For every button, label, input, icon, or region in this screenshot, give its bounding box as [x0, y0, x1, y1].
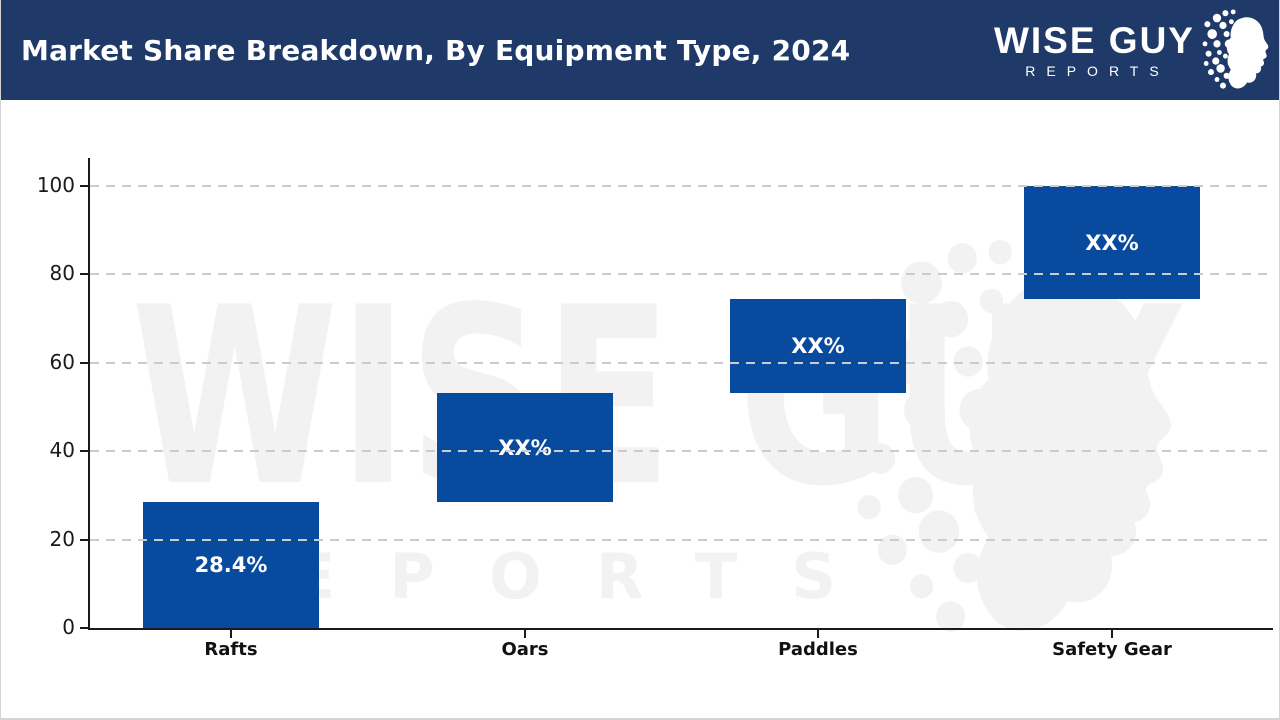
header-bar: Market Share Breakdown, By Equipment Typ… — [1, 0, 1279, 100]
y-tick-label-60: 60 — [49, 349, 75, 374]
x-category-label: Paddles — [778, 639, 858, 660]
y-tick-60 — [80, 361, 88, 364]
x-tick-3 — [817, 630, 819, 638]
gridline-y60 — [90, 361, 1272, 364]
gridline-y20 — [90, 538, 1272, 541]
x-category-label: Oars — [501, 639, 549, 660]
brand-logo: WISE GUY REPORTS — [994, 7, 1279, 93]
brand-name: WISE GUY — [993, 19, 1195, 61]
y-tick-80 — [80, 273, 88, 276]
bar-value-label: XX% — [1085, 230, 1139, 255]
y-tick-label-100: 100 — [36, 173, 75, 197]
y-tick-20 — [80, 538, 88, 541]
y-tick-label-80: 80 — [49, 261, 75, 286]
x-category-label: Safety Gear — [1052, 639, 1172, 660]
bar-value-label: XX% — [498, 435, 552, 460]
x-tick-1 — [230, 630, 232, 638]
x-category-label: Rafts — [204, 639, 258, 660]
bar-value-label: 28.4% — [194, 553, 268, 578]
bar-oars: XX% — [437, 392, 613, 503]
y-tick-label-40: 40 — [49, 438, 75, 463]
y-tick-0 — [80, 627, 88, 629]
bar-safety-gear: XX% — [1024, 186, 1200, 300]
bar-value-label: XX% — [791, 333, 845, 358]
y-tick-label-20: 20 — [49, 526, 75, 551]
brand-logo-text: WISE GUY REPORTS — [994, 22, 1195, 79]
bar-rafts: 28.4% — [143, 502, 319, 628]
x-tick-4 — [1111, 630, 1113, 638]
x-tick-2 — [524, 630, 526, 638]
y-tick-100 — [80, 185, 88, 187]
brand-subtitle: REPORTS — [1025, 62, 1170, 79]
x-axis-line — [88, 628, 1273, 630]
page-title: Market Share Breakdown, By Equipment Typ… — [21, 33, 851, 67]
gridline-y100 — [90, 185, 1272, 187]
y-axis-line — [88, 158, 90, 630]
y-tick-40 — [80, 450, 88, 453]
bar-paddles: XX% — [730, 299, 906, 393]
gridline-y80 — [90, 273, 1272, 276]
y-tick-label-0: 0 — [62, 615, 75, 639]
gridline-y40 — [90, 450, 1272, 453]
